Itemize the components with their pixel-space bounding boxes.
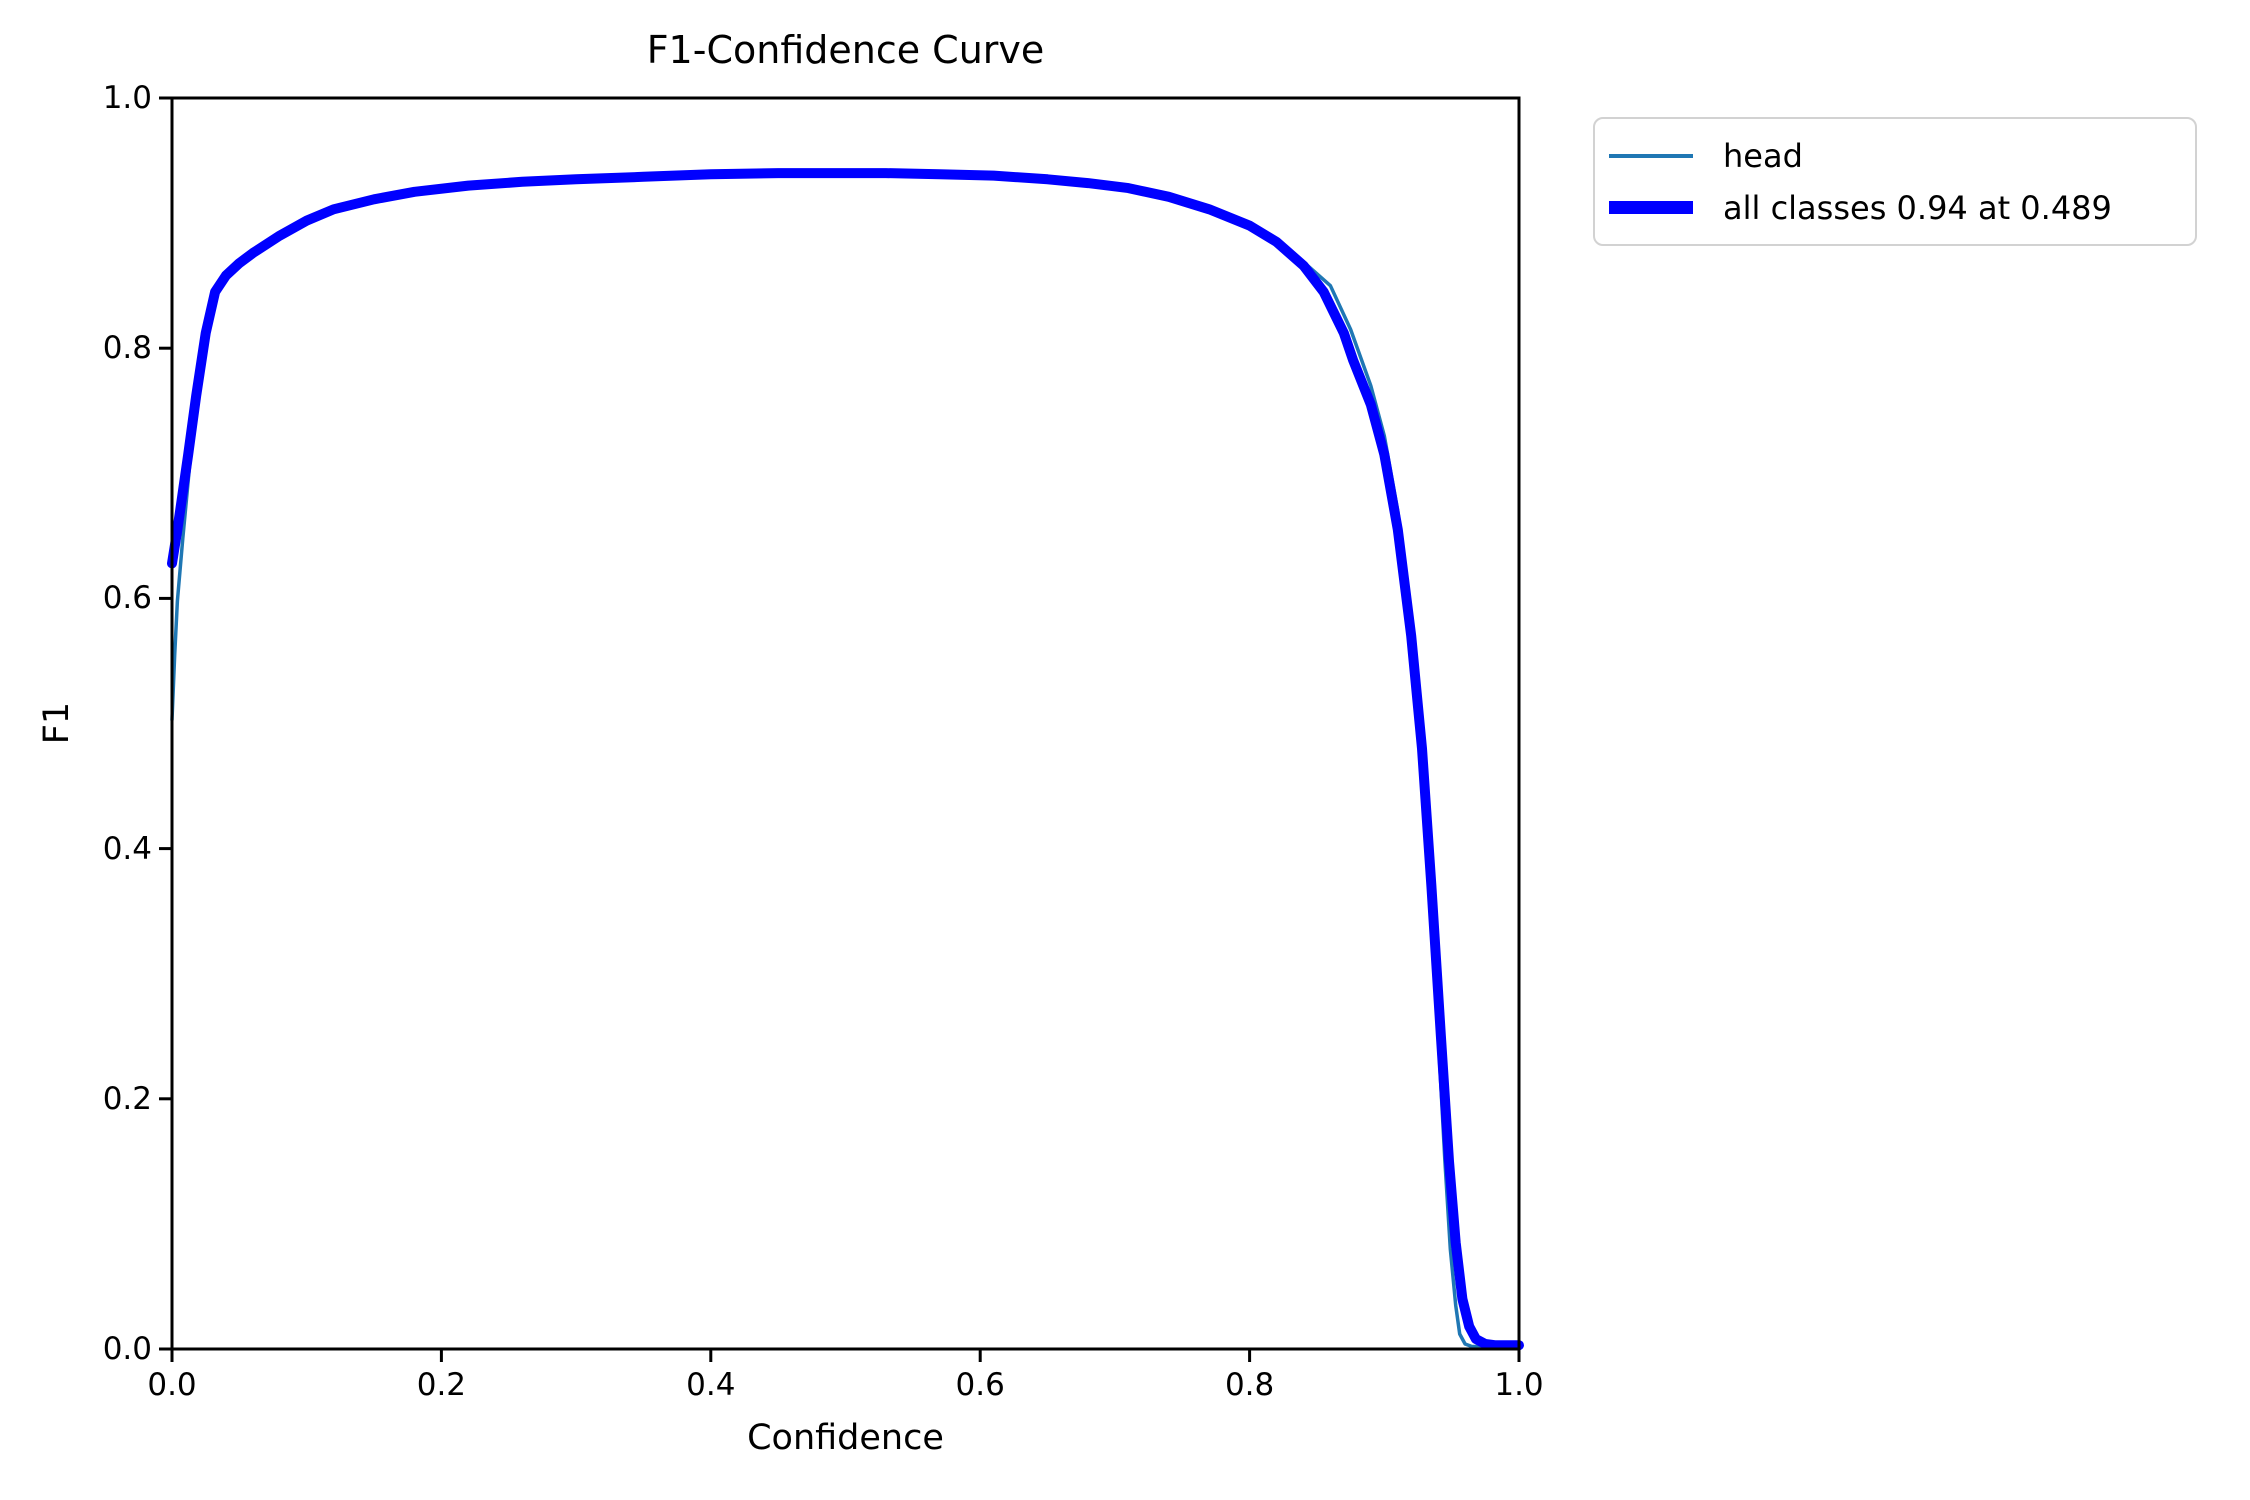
legend-label-head: head — [1723, 136, 1803, 175]
tick-marks — [159, 96, 1521, 1362]
y-tick-label: 0.8 — [102, 330, 152, 367]
y-tick-label: 0.0 — [102, 1331, 152, 1367]
x-tick-label: 0.2 — [416, 1367, 467, 1403]
x-tick-label: 0.4 — [686, 1367, 736, 1403]
legend-line-sample-thick — [1609, 201, 1693, 214]
axes-box — [170, 96, 1521, 1351]
legend-line-sample-thin — [1609, 153, 1693, 158]
series-line-all-classes — [167, 168, 1524, 1351]
y-tick-label: 1.0 — [102, 80, 152, 116]
all-classes-line-swatch — [1609, 201, 1693, 214]
legend-label-all-classes: all classes 0.94 at 0.489 — [1723, 188, 2112, 227]
y-tick-label: 0.6 — [102, 580, 152, 617]
y-tick-label: 0.4 — [102, 830, 152, 867]
curves-layer — [167, 168, 1524, 1351]
x-tick-label: 0.8 — [1224, 1367, 1275, 1403]
y-axis-label: F1 — [37, 701, 77, 745]
x-axis-label: Confidence — [747, 1418, 944, 1458]
legend: head all classes 0.94 at 0.489 — [1593, 117, 2197, 246]
x-tick-label: 0.0 — [147, 1367, 197, 1403]
chart-title: F1-Confidence Curve — [646, 28, 1045, 72]
y-tick-label: 0.2 — [102, 1080, 152, 1117]
legend-row-all-classes: all classes 0.94 at 0.489 — [1609, 189, 2195, 227]
x-tick-label: 0.6 — [955, 1367, 1005, 1403]
series-line-head — [170, 170, 1521, 1349]
x-tick-label: 1.0 — [1494, 1367, 1544, 1403]
legend-row-head: head — [1609, 137, 2195, 175]
head-line-swatch — [1609, 153, 1693, 158]
